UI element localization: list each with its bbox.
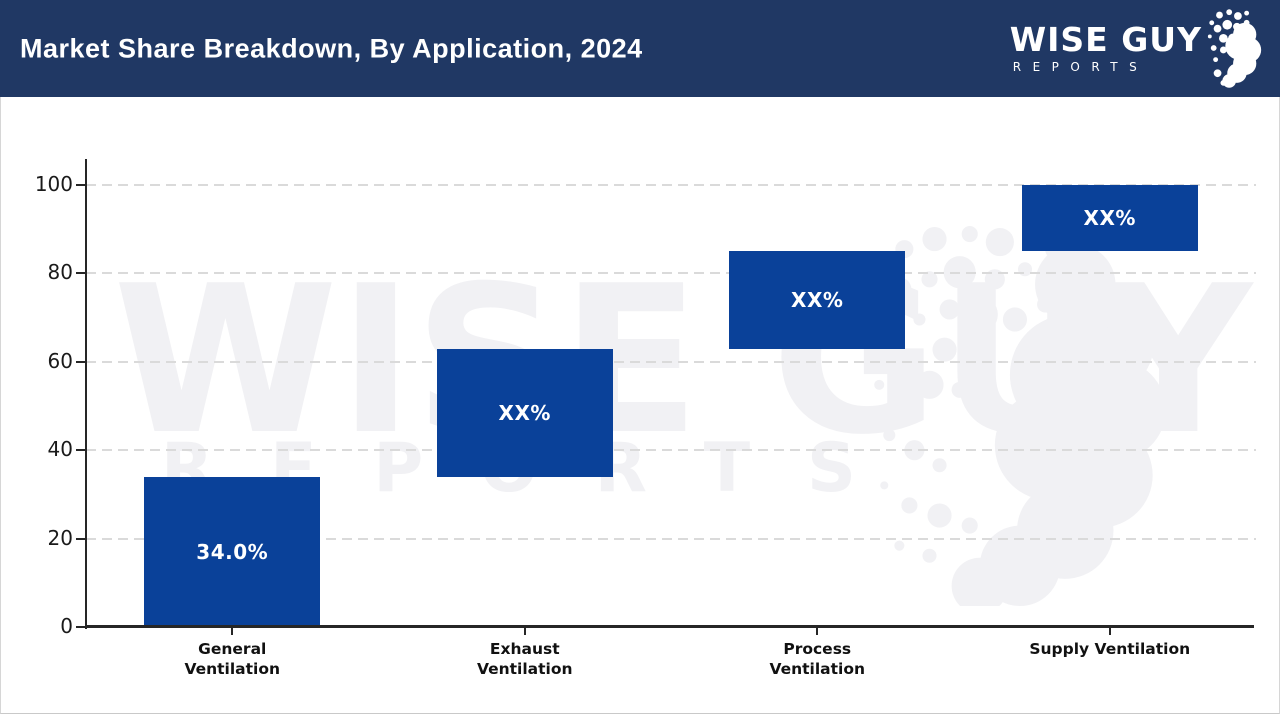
watermark-letter: P [373, 429, 424, 508]
gridline-40 [86, 449, 1256, 452]
category-label-general-ventilation: General Ventilation [102, 639, 362, 679]
y-tick-mark-40 [76, 449, 85, 452]
bar-process-ventilation: XX% [729, 251, 906, 349]
y-axis-line [85, 159, 87, 629]
y-tick-label-20: 20 [47, 525, 73, 550]
x-tick-mark-3 [816, 628, 819, 635]
y-tick-label-60: 60 [47, 348, 73, 373]
y-tick-mark-100 [76, 184, 85, 186]
wise-guy-logo: WISE GUY REPORTS [1010, 7, 1266, 89]
bar-supply-ventilation: XX% [1021, 185, 1198, 252]
category-label-supply-ventilation: Supply Ventilation [980, 639, 1240, 659]
category-label-process-ventilation: Process Ventilation [687, 639, 947, 679]
bar-value-label: XX% [498, 400, 551, 425]
header-bar: Market Share Breakdown, By Application, … [0, 0, 1280, 97]
x-tick-mark-4 [1108, 628, 1111, 635]
category-label-line: Ventilation [476, 660, 573, 678]
y-tick-label-100: 100 [34, 172, 73, 196]
category-label-line: Ventilation [769, 660, 866, 678]
gridline-100 [86, 184, 1256, 186]
category-label-line: Process [783, 640, 852, 658]
gridline-80 [86, 272, 1256, 275]
category-label-line: General [198, 640, 267, 658]
logo-text: WISE GUY REPORTS [1009, 19, 1202, 75]
y-tick-mark-80 [76, 272, 85, 275]
category-label-exhaust-ventilation: Exhaust Ventilation [395, 639, 655, 679]
y-tick-label-0: 0 [60, 614, 73, 638]
gridline-60 [86, 360, 1256, 363]
category-label-line: Ventilation [184, 660, 281, 678]
y-tick-label-40: 40 [47, 437, 73, 462]
x-tick-mark-2 [523, 628, 526, 635]
x-tick-mark-1 [231, 628, 234, 635]
y-tick-mark-20 [76, 537, 85, 540]
bar-general-ventilation: 34.0% [144, 476, 321, 627]
logo-brand-name: WISE GUY [1009, 19, 1202, 59]
bar-value-label: XX% [791, 287, 844, 312]
page-title: Market Share Breakdown, By Application, … [20, 33, 643, 63]
watermark-head-profile-icon [870, 226, 1166, 606]
watermark-letter: T [703, 429, 751, 508]
bar-value-label: XX% [1083, 206, 1136, 231]
y-tick-mark-0 [76, 626, 85, 628]
gridline-20 [86, 537, 1256, 540]
bar-value-label: 34.0% [196, 539, 269, 564]
category-label-line: Exhaust [489, 640, 560, 658]
category-label-line: Supply Ventilation [1029, 640, 1191, 658]
watermark-letter: S [806, 429, 856, 508]
y-tick-mark-60 [76, 360, 85, 363]
head-profile-icon [1207, 9, 1262, 88]
y-tick-label-80: 80 [47, 260, 73, 285]
x-axis-line [86, 625, 1254, 628]
logo-brand-sub: REPORTS [1012, 60, 1149, 75]
bar-exhaust-ventilation: XX% [436, 348, 613, 477]
